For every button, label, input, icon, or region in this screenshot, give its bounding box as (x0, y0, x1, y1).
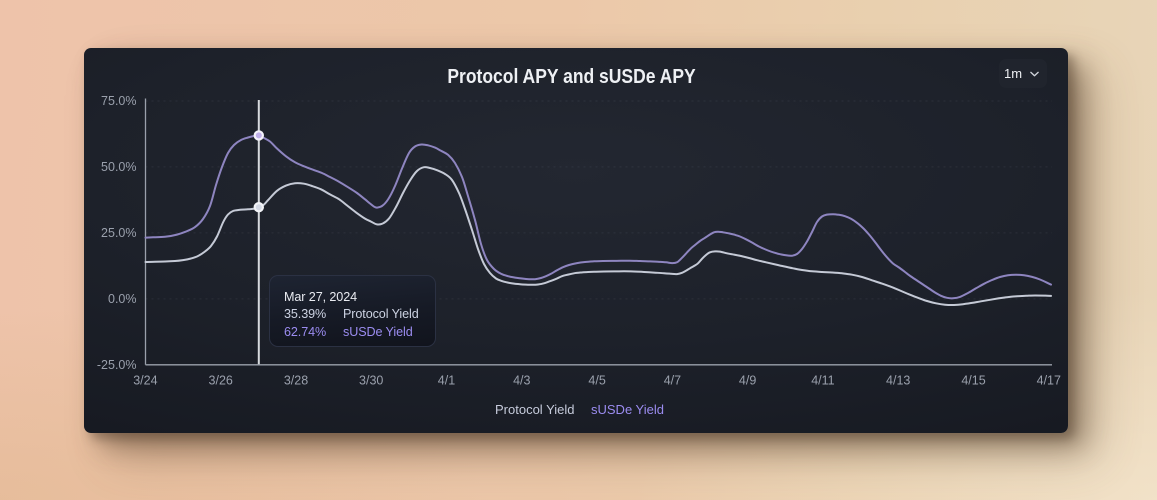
svg-text:4/1: 4/1 (438, 374, 455, 388)
svg-text:3/26: 3/26 (209, 374, 233, 388)
svg-text:3/30: 3/30 (359, 374, 383, 388)
svg-text:0.0%: 0.0% (108, 292, 137, 306)
svg-text:-25.0%: -25.0% (97, 358, 137, 372)
svg-text:4/13: 4/13 (886, 374, 910, 388)
svg-text:4/7: 4/7 (664, 374, 681, 388)
svg-text:3/24: 3/24 (133, 374, 157, 388)
svg-text:4/9: 4/9 (739, 374, 756, 388)
svg-text:4/17: 4/17 (1037, 374, 1061, 388)
svg-text:50.0%: 50.0% (101, 160, 136, 174)
svg-text:4/3: 4/3 (513, 374, 530, 388)
svg-text:4/11: 4/11 (811, 374, 834, 388)
svg-text:25.0%: 25.0% (101, 226, 136, 240)
svg-text:4/5: 4/5 (588, 374, 605, 388)
svg-text:4/15: 4/15 (961, 374, 985, 388)
svg-text:3/28: 3/28 (284, 374, 308, 388)
svg-text:75.0%: 75.0% (101, 94, 136, 108)
